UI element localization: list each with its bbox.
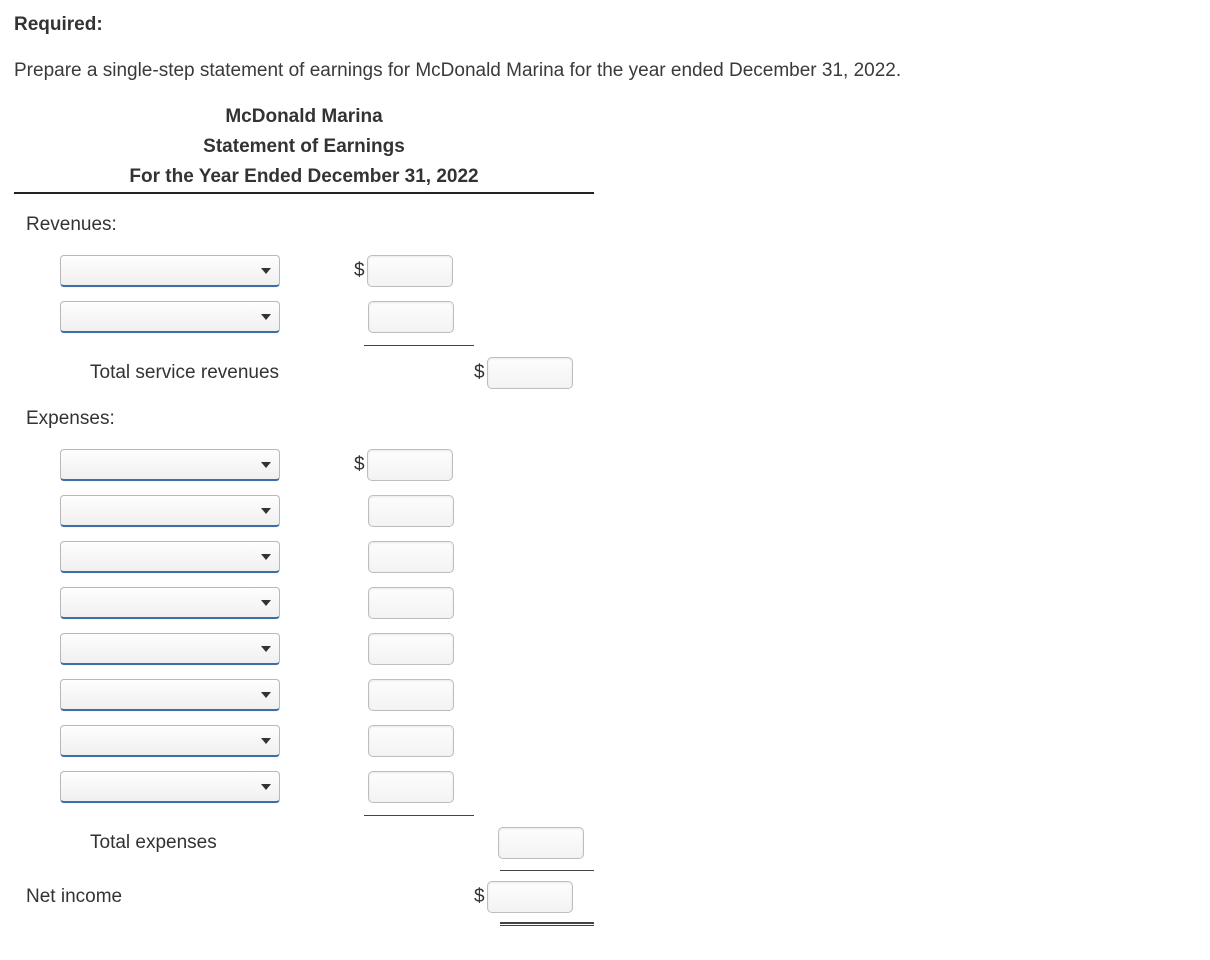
net-income-row: Net income $ <box>14 874 594 920</box>
expense-amount-input-7[interactable] <box>368 771 454 803</box>
revenues-section-label: Revenues: <box>14 202 594 248</box>
expenses-section-label: Expenses: <box>14 396 594 442</box>
chevron-down-icon <box>261 508 271 514</box>
expense-line-row <box>14 718 594 764</box>
expense-line-row <box>14 488 594 534</box>
dollar-sign: $ <box>474 886 485 908</box>
expenses-label-text: Expenses: <box>14 408 354 430</box>
expense-line-row <box>14 626 594 672</box>
expense-account-dropdown-3[interactable] <box>60 587 280 619</box>
net-income-double-rule <box>500 922 594 926</box>
expense-account-dropdown-5[interactable] <box>60 679 280 711</box>
total-revenues-label: Total service revenues <box>14 362 354 384</box>
net-income-top-rule <box>500 870 594 871</box>
revenue-line-row: $ <box>14 248 594 294</box>
instruction-text: Prepare a single-step statement of earni… <box>14 60 1196 82</box>
total-revenues-input[interactable] <box>487 357 573 389</box>
expense-account-dropdown-0[interactable] <box>60 449 280 481</box>
total-expenses-label: Total expenses <box>14 832 354 854</box>
total-expenses-input[interactable] <box>498 827 584 859</box>
chevron-down-icon <box>261 462 271 468</box>
revenue-amount-input-1[interactable] <box>368 301 454 333</box>
expense-amount-input-4[interactable] <box>368 633 454 665</box>
dollar-sign: $ <box>474 362 485 384</box>
revenue-line-row <box>14 294 594 340</box>
chevron-down-icon <box>261 784 271 790</box>
expense-amount-input-1[interactable] <box>368 495 454 527</box>
chevron-down-icon <box>261 554 271 560</box>
expense-line-row <box>14 764 594 810</box>
expense-amount-input-6[interactable] <box>368 725 454 757</box>
dollar-sign: $ <box>354 454 365 476</box>
expense-account-dropdown-2[interactable] <box>60 541 280 573</box>
chevron-down-icon <box>261 692 271 698</box>
statement-period: For the Year Ended December 31, 2022 <box>14 162 594 192</box>
statement-title: Statement of Earnings <box>14 132 594 162</box>
expense-account-dropdown-4[interactable] <box>60 633 280 665</box>
expense-account-dropdown-1[interactable] <box>60 495 280 527</box>
expense-amount-input-5[interactable] <box>368 679 454 711</box>
expense-account-dropdown-6[interactable] <box>60 725 280 757</box>
revenues-label-text: Revenues: <box>14 214 354 236</box>
chevron-down-icon <box>261 738 271 744</box>
expense-line-row <box>14 672 594 718</box>
expense-amount-input-0[interactable] <box>367 449 453 481</box>
statement-company: McDonald Marina <box>14 102 594 132</box>
expense-line-row <box>14 580 594 626</box>
net-income-label: Net income <box>14 886 354 908</box>
expense-amount-input-2[interactable] <box>368 541 454 573</box>
expense-line-row <box>14 534 594 580</box>
dollar-sign: $ <box>354 260 365 282</box>
statement-of-earnings: McDonald Marina Statement of Earnings Fo… <box>14 102 594 928</box>
total-revenues-row: Total service revenues $ <box>14 350 594 396</box>
expense-line-row: $ <box>14 442 594 488</box>
expense-account-dropdown-7[interactable] <box>60 771 280 803</box>
total-expenses-row: Total expenses <box>14 820 594 866</box>
chevron-down-icon <box>261 600 271 606</box>
chevron-down-icon <box>261 314 271 320</box>
expense-subtotal-rule <box>364 815 474 816</box>
required-heading: Required: <box>14 14 1196 36</box>
revenue-subtotal-rule <box>364 345 474 346</box>
chevron-down-icon <box>261 268 271 274</box>
revenue-account-dropdown-1[interactable] <box>60 301 280 333</box>
revenue-amount-input-0[interactable] <box>367 255 453 287</box>
net-income-input[interactable] <box>487 881 573 913</box>
statement-header-rule <box>14 192 594 194</box>
expense-amount-input-3[interactable] <box>368 587 454 619</box>
chevron-down-icon <box>261 646 271 652</box>
revenue-account-dropdown-0[interactable] <box>60 255 280 287</box>
